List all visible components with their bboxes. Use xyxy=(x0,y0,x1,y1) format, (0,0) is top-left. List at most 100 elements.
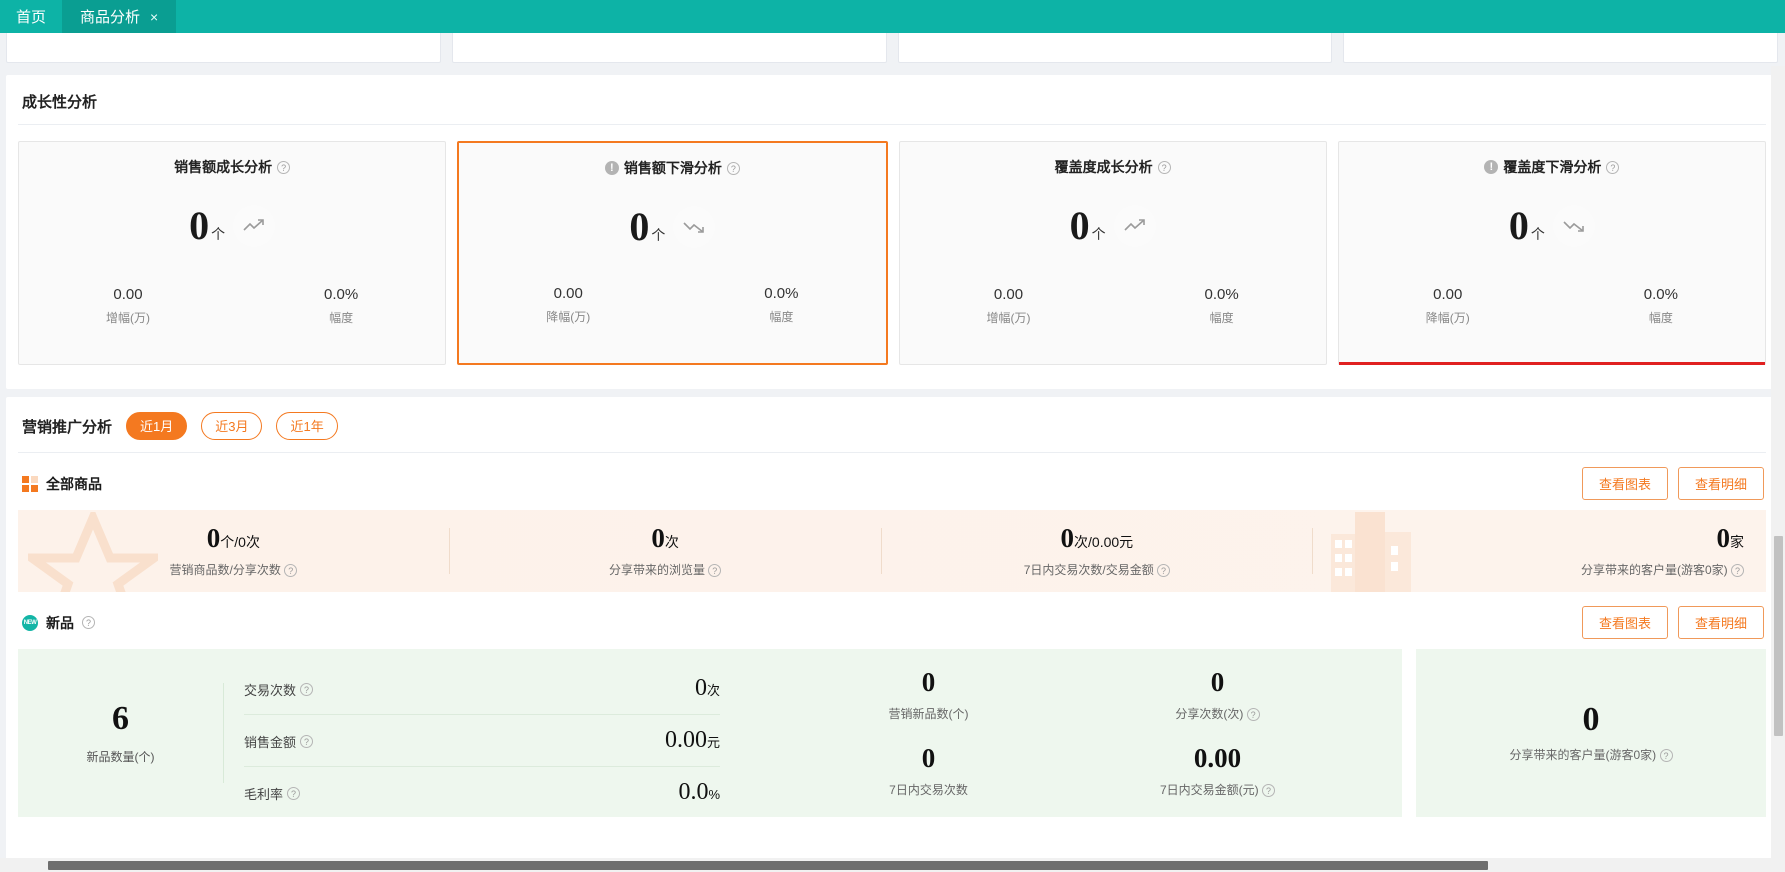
help-icon[interactable]: ? xyxy=(1157,160,1171,174)
help-icon[interactable]: ? xyxy=(82,616,95,629)
growth-card-title-row: 销售额成长分析 ? xyxy=(19,142,445,177)
new-products-mid-stats: 0 营销新品数(个) 0 分享次数(次) ? 0 7日内交易次数 0.00 7日… xyxy=(744,649,1402,817)
help-icon[interactable]: ? xyxy=(708,563,722,577)
range-tab-1year[interactable]: 近1年 xyxy=(276,412,338,440)
help-icon[interactable]: ? xyxy=(300,683,314,696)
metric-label: 销售金额 xyxy=(244,735,297,750)
new-products-count-value: 6 xyxy=(112,699,129,737)
growth-card-unit: 个 xyxy=(1530,226,1545,242)
stat-unit: 次 xyxy=(664,533,679,550)
growth-foot-label: 幅度 xyxy=(329,311,354,325)
stat-unit: 次/0.00元 xyxy=(1074,533,1134,550)
stat-segment: 0个/0次 营销商品数/分享次数 ? xyxy=(18,510,449,592)
divider xyxy=(1312,528,1314,574)
new-products-count-label: 新品数量(个) xyxy=(86,749,155,764)
growth-card-unit: 个 xyxy=(651,227,666,243)
growth-cards-row: 销售额成长分析 ? 0 个 0.00 增幅(万) 0.0% xyxy=(6,125,1778,381)
divider xyxy=(223,683,224,783)
summary-cards-row: 平均毛利率: 0.0% 平均毛利率: 0.0% 库存资金占用: 0.00万 xyxy=(6,33,1778,63)
divider xyxy=(18,452,1766,453)
growth-card-title: 覆盖度成长分析 xyxy=(1054,159,1153,175)
metric-row: 交易次数? 0次 xyxy=(244,663,720,714)
browser-tab-bar: 首页 商品分析 × xyxy=(0,0,1785,33)
growth-card-main-value: 0 个 xyxy=(459,206,885,248)
help-icon[interactable]: ? xyxy=(300,735,314,748)
help-icon[interactable]: ? xyxy=(1606,160,1620,174)
divider xyxy=(880,528,882,574)
growth-card-unit: 个 xyxy=(1091,226,1106,242)
horizontal-scrollbar-thumb[interactable] xyxy=(48,861,1488,870)
horizontal-scrollbar[interactable] xyxy=(0,858,1785,872)
range-tab-1month[interactable]: 近1月 xyxy=(126,412,188,440)
page-content: 平均毛利率: 0.0% 平均毛利率: 0.0% 库存资金占用: 0.00万 成长… xyxy=(0,33,1785,872)
stat-unit: 家 xyxy=(1730,533,1744,550)
help-icon[interactable]: ? xyxy=(1157,563,1171,577)
divider xyxy=(448,528,450,574)
metric-row: 毛利率? 0.0% xyxy=(244,766,720,818)
close-icon[interactable]: × xyxy=(150,8,159,25)
growth-card-number: 0 xyxy=(1508,203,1529,248)
panel-gap xyxy=(1402,649,1416,817)
growth-card-title-row: 覆盖度成长分析 ? xyxy=(900,142,1326,177)
growth-foot-label: 降幅(万) xyxy=(546,310,591,324)
vertical-scrollbar-thumb[interactable] xyxy=(1774,536,1783,736)
range-tab-3month[interactable]: 近3月 xyxy=(201,412,263,440)
growth-card-number: 0 xyxy=(629,204,650,249)
growth-card-title-row: ! 覆盖度下滑分析 ? xyxy=(1339,142,1765,177)
growth-foot-value: 0.0% xyxy=(1204,286,1239,303)
help-icon[interactable]: ? xyxy=(287,787,301,800)
growth-card-main-value: 0 个 xyxy=(1339,205,1765,247)
growth-foot-value: 0.0% xyxy=(764,285,799,302)
growth-foot-label: 幅度 xyxy=(1648,311,1673,325)
all-products-header: 全部商品 查看图表 查看明细 xyxy=(6,453,1778,510)
growth-card-footer: 0.00 降幅(万) 0.0% 幅度 xyxy=(459,285,885,325)
summary-card: 平均毛利率: 0.0% xyxy=(451,33,887,63)
new-products-count: 6 新品数量(个) xyxy=(18,649,223,817)
building-icon xyxy=(1331,512,1412,592)
growth-card-number: 0 xyxy=(1069,203,1090,248)
vertical-scrollbar[interactable] xyxy=(1771,66,1785,872)
help-icon[interactable]: ? xyxy=(1246,707,1260,721)
growth-card-sales-decline[interactable]: ! 销售额下滑分析 ? 0 个 0.00 降幅(万) xyxy=(457,141,888,365)
stat-value: 0 xyxy=(1060,522,1075,553)
growth-card-main-value: 0 个 xyxy=(19,205,445,247)
help-icon[interactable]: ? xyxy=(726,161,740,175)
tab-product-analysis[interactable]: 商品分析 × xyxy=(62,0,177,33)
help-icon[interactable]: ? xyxy=(284,563,298,577)
stat-label: 分享带来的客户量(游客0家) xyxy=(1580,562,1728,577)
trend-up-icon xyxy=(1113,205,1156,247)
growth-card-main-value: 0 个 xyxy=(900,205,1326,247)
stat-label: 分享次数(次) xyxy=(1175,706,1244,721)
growth-card-sales-growth[interactable]: 销售额成长分析 ? 0 个 0.00 增幅(万) 0.0% xyxy=(18,141,447,365)
stat-label: 7日内交易次数/交易金额 xyxy=(1023,562,1154,577)
view-chart-button-all[interactable]: 查看图表 xyxy=(1581,467,1668,500)
new-products-header: NEW 新品 ? 查看图表 查看明细 xyxy=(6,592,1778,649)
growth-card-title-row: ! 销售额下滑分析 ? xyxy=(459,143,885,178)
summary-card: 库存资金占用: 0.00万 xyxy=(897,33,1333,63)
stat-label: 营销商品数/分享次数 xyxy=(169,562,281,577)
stat-label: 分享带来的浏览量 xyxy=(608,562,705,577)
growth-card-title: 销售额下滑分析 xyxy=(623,160,722,176)
view-detail-button-new[interactable]: 查看明细 xyxy=(1677,606,1764,639)
growth-card-coverage-growth[interactable]: 覆盖度成长分析 ? 0 个 0.00 增幅(万) 0.0% xyxy=(898,141,1327,365)
stat-value: 0 xyxy=(1582,701,1600,738)
help-icon[interactable]: ? xyxy=(277,160,291,174)
view-chart-button-new[interactable]: 查看图表 xyxy=(1581,606,1668,639)
growth-card-title: 覆盖度下滑分析 xyxy=(1503,159,1602,175)
growth-foot-label: 幅度 xyxy=(1209,311,1234,325)
grid-icon xyxy=(22,475,38,492)
tab-home[interactable]: 首页 xyxy=(0,0,62,33)
growth-card-title: 销售额成长分析 xyxy=(174,159,273,175)
trend-down-icon xyxy=(1552,205,1595,247)
stat-value: 0 xyxy=(1716,522,1731,553)
warning-icon: ! xyxy=(604,161,619,175)
growth-card-footer: 0.00 降幅(万) 0.0% 幅度 xyxy=(1339,286,1765,326)
stat-block: 0 7日内交易次数 xyxy=(889,744,968,798)
view-detail-button-all[interactable]: 查看明细 xyxy=(1677,467,1764,500)
growth-card-coverage-decline[interactable]: ! 覆盖度下滑分析 ? 0 个 0.00 降幅(万) xyxy=(1337,141,1766,365)
metric-unit: % xyxy=(708,787,720,802)
help-icon[interactable]: ? xyxy=(1659,749,1673,763)
help-icon[interactable]: ? xyxy=(1262,783,1275,797)
growth-foot-label: 增幅(万) xyxy=(106,311,150,325)
help-icon[interactable]: ? xyxy=(1731,563,1744,577)
